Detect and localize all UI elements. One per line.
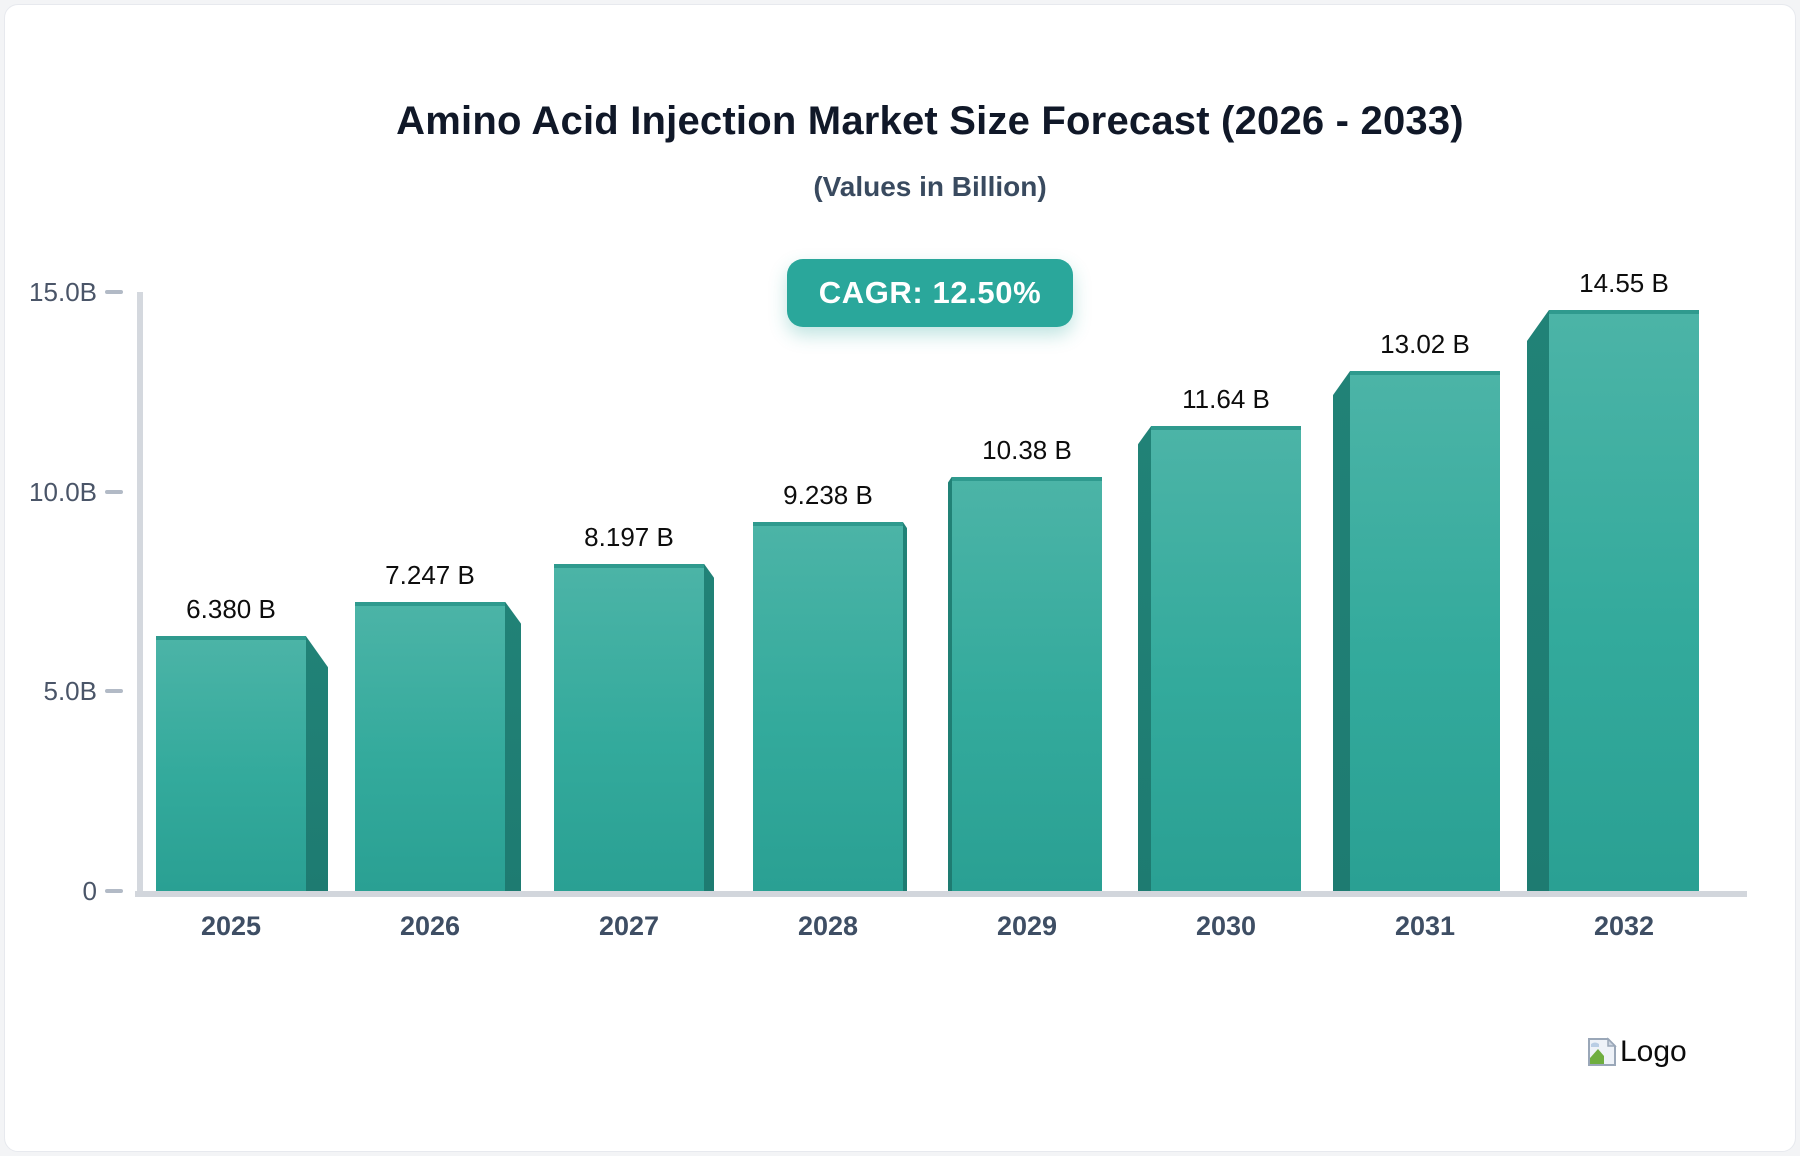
y-axis-tick (105, 290, 123, 295)
bar-top-edge (1350, 371, 1500, 376)
bar-2032[interactable] (1549, 310, 1699, 891)
chart-title: Amino Acid Injection Market Size Forecas… (396, 99, 1464, 143)
logo: Logo (1586, 1035, 1687, 1069)
chart-card: Amino Acid Injection Market Size Forecas… (4, 4, 1796, 1152)
bar-value-label: 14.55 B (1579, 268, 1669, 299)
bar-2025[interactable] (156, 636, 306, 891)
y-axis-line (137, 292, 143, 897)
bar-top-edge (1549, 310, 1699, 315)
x-axis-line (135, 891, 1747, 897)
logo-label: Logo (1620, 1035, 1687, 1068)
bar-value-label: 6.380 B (186, 594, 276, 625)
y-axis-tick-label: 0 (82, 876, 97, 906)
y-axis-tick-label: 10.0B (29, 476, 97, 507)
y-axis-tick (105, 889, 123, 893)
y-axis-tick-label: 15.0B (29, 277, 97, 308)
bar-2031[interactable] (1350, 371, 1500, 891)
x-axis-label: 2028 (797, 911, 859, 941)
bar-top-edge (156, 636, 306, 641)
bar-side-2030 (1138, 426, 1151, 891)
bar-value-label: 9.238 B (783, 480, 873, 511)
bar-2030[interactable] (1151, 426, 1301, 891)
bar-side-2029 (948, 476, 952, 891)
bar-2027[interactable] (554, 563, 704, 891)
bar-side-2027 (704, 563, 714, 891)
x-axis-label: 2027 (598, 911, 660, 941)
bar-top-edge (952, 476, 1102, 481)
bar-top-edge (1151, 426, 1301, 431)
y-axis-tick-label: 5.0B (43, 676, 98, 707)
x-axis-label: 2030 (1195, 911, 1257, 941)
plot-area: 0 5.0B 10.0B 15.0B 6.380 B 2025 7.247 B 2026 8.1… (5, 5, 1795, 1151)
bar-side-2026 (505, 601, 521, 891)
cagr-badge-label: CAGR: 12.50% (818, 275, 1042, 310)
x-axis-label: 2032 (1593, 911, 1655, 941)
bar-value-label: 11.64 B (1182, 384, 1270, 415)
x-axis-label: 2029 (996, 911, 1058, 941)
bar-value-label: 10.38 B (982, 434, 1072, 465)
bar-top-edge (355, 601, 505, 606)
bar-2028[interactable] (753, 522, 903, 891)
chart-subtitle: (Values in Billion) (813, 171, 1047, 202)
bar-top-edge (554, 563, 704, 568)
bar-value-label: 8.197 B (584, 521, 674, 552)
y-axis-tick (105, 689, 123, 694)
bar-value-label: 13.02 B (1380, 329, 1470, 360)
bar-side-2028 (903, 522, 907, 891)
y-axis-tick (105, 489, 123, 494)
broken-image-icon (1588, 1037, 1617, 1066)
bar-2026[interactable] (355, 601, 505, 891)
bar-side-2025 (306, 636, 328, 891)
x-axis-label: 2025 (200, 911, 262, 941)
bar-side-2032 (1527, 310, 1549, 891)
cagr-badge: CAGR: 12.50% (787, 259, 1073, 327)
bar-top-edge (753, 522, 903, 527)
bar-value-label: 7.247 B (385, 559, 475, 590)
bar-2029[interactable] (952, 476, 1102, 891)
x-axis-label: 2026 (399, 911, 461, 941)
x-axis-label: 2031 (1394, 911, 1456, 941)
bar-side-2031 (1333, 371, 1350, 891)
